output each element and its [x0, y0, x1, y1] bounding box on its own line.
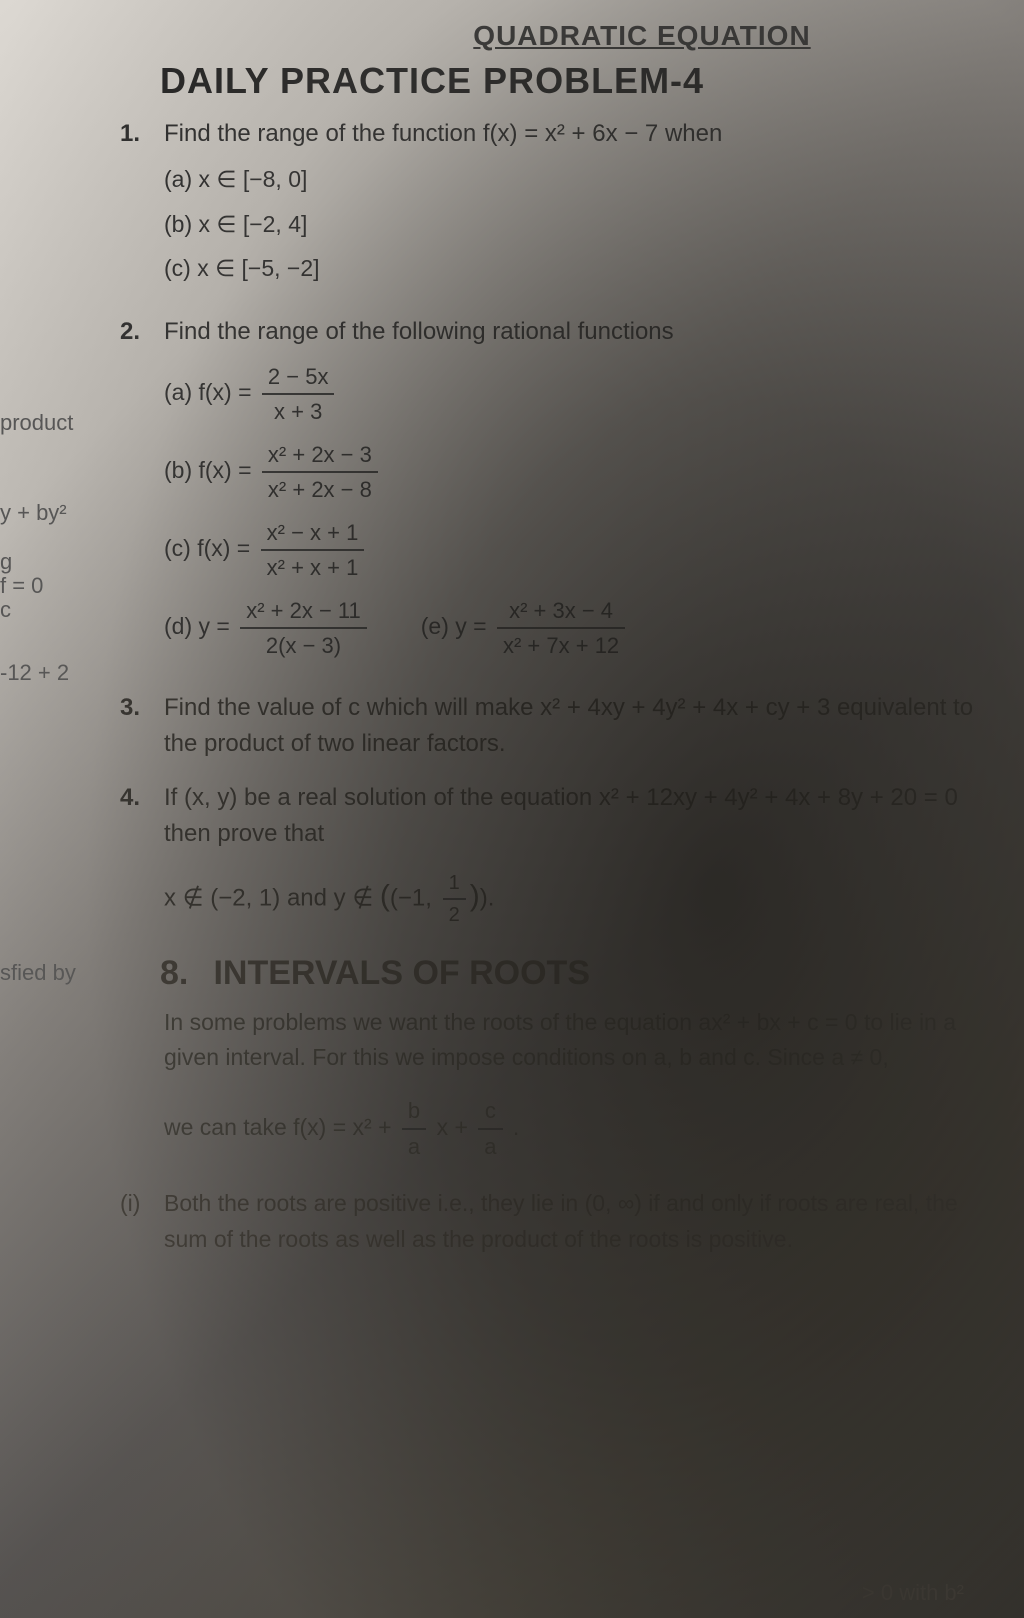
p2e-den: x² + 7x + 12	[497, 629, 625, 662]
p2a-den: x + 3	[262, 395, 335, 428]
s8p2-a: we can take f(x) = x² +	[164, 1114, 392, 1140]
s8p2-f2n: c	[478, 1094, 502, 1130]
problem-2-text: Find the range of the following rational…	[164, 314, 984, 350]
p2e-frac: x² + 3x − 4 x² + 7x + 12	[497, 594, 625, 662]
p2d-den: 2(x − 3)	[240, 629, 367, 662]
p2a-num: 2 − 5x	[262, 360, 335, 395]
p2b-frac: x² + 2x − 3 x² + 2x − 8	[262, 438, 378, 506]
p2c-den: x² + x + 1	[261, 551, 365, 584]
s8p2-frac1: b a	[402, 1094, 426, 1164]
s8p2-f1d: a	[402, 1130, 426, 1164]
problem-2-b: (b) f(x) = x² + 2x − 3 x² + 2x − 8	[164, 438, 984, 506]
problem-2-e: (e) y = x² + 3x − 4 x² + 7x + 12	[421, 594, 629, 662]
p2d-label: (d) y =	[164, 613, 230, 639]
problem-3: 3. Find the value of c which will make x…	[120, 690, 984, 762]
p4-frac-num: 1	[443, 868, 466, 900]
margin-expr3: -12 + 2	[0, 660, 69, 686]
problem-4-text2: x ∉ (−2, 1) and y ∉ ((−1, 1 2 )).	[164, 868, 984, 930]
p2c-label: (c) f(x) =	[164, 535, 250, 561]
section-8-item-i: (i) Both the roots are positive i.e., th…	[120, 1186, 984, 1257]
margin-expr2-top: g	[0, 549, 12, 574]
section-8-para2: we can take f(x) = x² + b a x + c a .	[164, 1094, 984, 1164]
s8p2-f2d: a	[478, 1130, 502, 1164]
p4-t2a: x ∉ (−2, 1) and y ∉	[164, 884, 373, 911]
p2b-den: x² + 2x − 8	[262, 473, 378, 506]
p2d-num: x² + 2x − 11	[240, 594, 367, 629]
p2e-num: x² + 3x − 4	[497, 594, 625, 629]
problem-1-num: 1.	[120, 116, 164, 296]
p2c-frac: x² − x + 1 x² + x + 1	[261, 516, 365, 584]
problem-3-text: Find the value of c which will make x² +…	[164, 690, 984, 762]
p2e-label: (e) y =	[421, 613, 487, 639]
margin-expr2-bot: c	[0, 597, 11, 622]
problem-2-c: (c) f(x) = x² − x + 1 x² + x + 1	[164, 516, 984, 584]
problem-1-c: (c) x ∈ [−5, −2]	[164, 251, 984, 286]
problem-1-text: Find the range of the function f(x) = x²…	[164, 116, 984, 152]
s8-i-num: (i)	[120, 1186, 164, 1257]
margin-expr1: y + by²	[0, 500, 67, 526]
problem-2: 2. Find the range of the following ratio…	[120, 314, 984, 672]
p4-frac: 1 2	[443, 868, 466, 930]
s8-i-text: Both the roots are positive i.e., they l…	[164, 1186, 984, 1257]
p2a-frac: 2 − 5x x + 3	[262, 360, 335, 428]
s8p2-end: .	[513, 1114, 519, 1140]
problem-2-d: (d) y = x² + 2x − 11 2(x − 3)	[164, 594, 371, 662]
problem-2-a: (a) f(x) = 2 − 5x x + 3	[164, 360, 984, 428]
margin-expr2: g f = 0 c	[0, 550, 43, 623]
margin-product: product	[0, 410, 73, 436]
problem-1-a: (a) x ∈ [−8, 0]	[164, 162, 984, 197]
header-title: DAILY PRACTICE PROBLEM-4	[160, 60, 984, 102]
problem-4-text1: If (x, y) be a real solution of the equa…	[164, 780, 984, 852]
p2b-num: x² + 2x − 3	[262, 438, 378, 473]
bottom-fragment: > 0 with b²	[862, 1580, 964, 1606]
margin-sfied: sfied by	[0, 960, 76, 986]
problem-4-num: 4.	[120, 780, 164, 930]
problem-2-num: 2.	[120, 314, 164, 672]
margin-expr2-mid: f = 0	[0, 573, 43, 598]
p2d-frac: x² + 2x − 11 2(x − 3)	[240, 594, 367, 662]
problem-2-de: (d) y = x² + 2x − 11 2(x − 3) (e) y = x²…	[164, 594, 984, 662]
problem-1: 1. Find the range of the function f(x) =…	[120, 116, 984, 296]
p2c-num: x² − x + 1	[261, 516, 365, 551]
section-8-para1: In some problems we want the roots of th…	[164, 1005, 984, 1076]
section-8-heading: INTERVALS OF ROOTS	[213, 954, 590, 992]
section-8-title: 8. INTERVALS OF ROOTS	[160, 954, 984, 993]
section-8-num: 8.	[160, 954, 204, 993]
problem-1-b: (b) x ∈ [−2, 4]	[164, 207, 984, 242]
problem-3-num: 3.	[120, 690, 164, 762]
s8p2-frac2: c a	[478, 1094, 502, 1164]
p2b-label: (b) f(x) =	[164, 457, 252, 483]
p4-close: ).	[480, 884, 495, 911]
p4-open: (−1,	[390, 884, 432, 911]
p4-frac-den: 2	[443, 900, 466, 930]
s8p2-mid: x +	[437, 1114, 468, 1140]
p2a-label: (a) f(x) =	[164, 379, 252, 405]
header-topic: QUADRATIC EQUATION	[300, 20, 984, 52]
problem-4: 4. If (x, y) be a real solution of the e…	[120, 780, 984, 930]
s8p2-f1n: b	[402, 1094, 426, 1130]
